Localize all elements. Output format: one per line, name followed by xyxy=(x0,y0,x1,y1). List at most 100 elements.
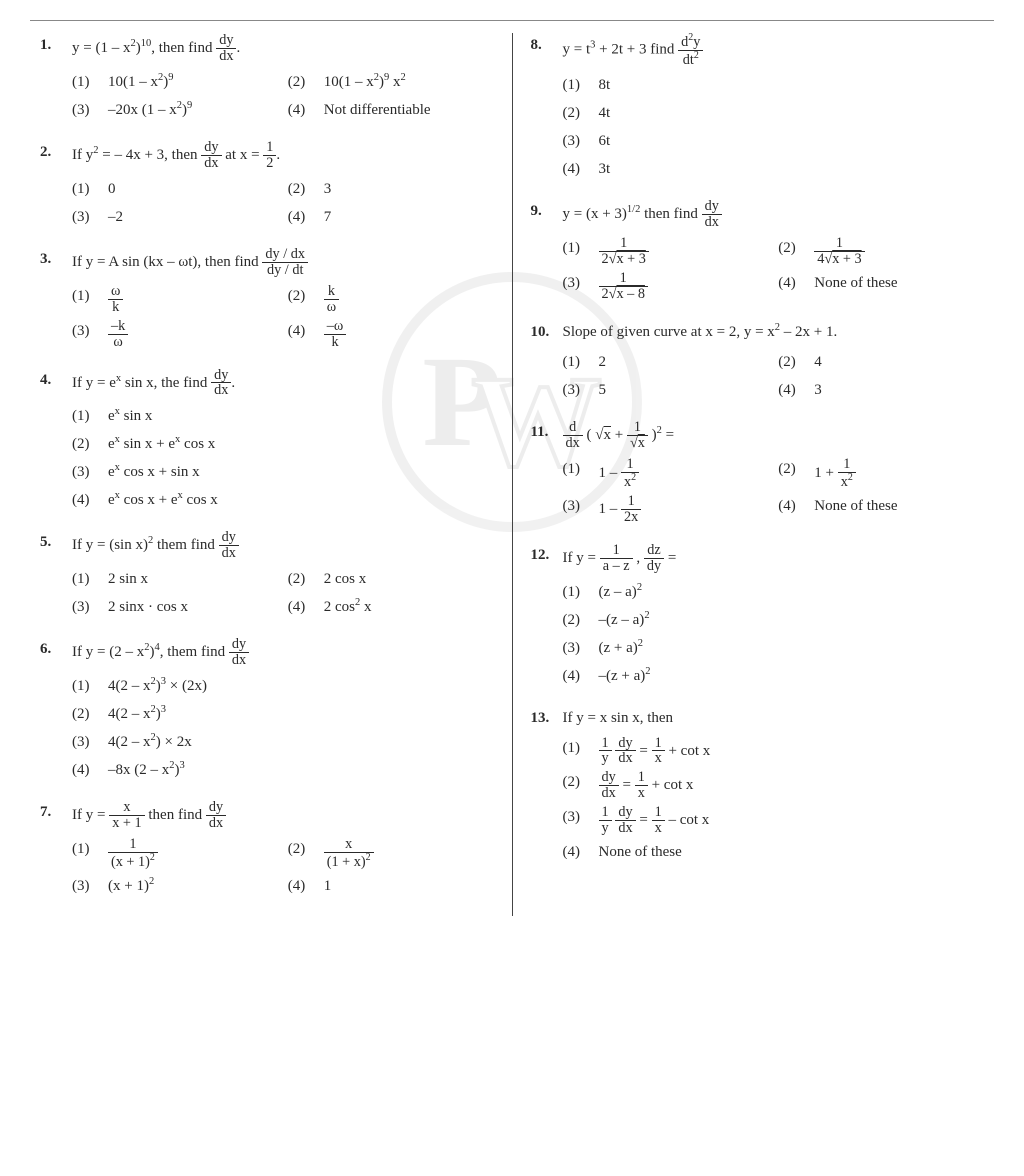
question: 3.If y = A sin (kx – ωt), then find dy /… xyxy=(40,247,494,350)
options: (1)0(2)3(3)–2(4)7 xyxy=(72,177,494,229)
option-value: 5 xyxy=(599,378,769,402)
question-body: If y = ex sin x, the find dydx.(1)ex sin… xyxy=(72,368,494,513)
option-label: (3) xyxy=(72,319,108,350)
option-label: (2) xyxy=(778,457,814,490)
option: (4)ex cos x + ex cos x xyxy=(72,488,494,512)
option-label: (3) xyxy=(563,271,599,302)
option-label: (2) xyxy=(563,101,599,125)
left-column: 1.y = (1 – x2)10, then find dydx.(1)10(1… xyxy=(30,33,513,916)
option: (1)1(x + 1)2 xyxy=(72,837,278,870)
option-value: 8t xyxy=(599,73,985,97)
option: (3)ex cos x + sin x xyxy=(72,460,494,484)
option-label: (4) xyxy=(288,874,324,898)
option-label: (2) xyxy=(288,567,324,591)
options: (1)1y dydx = 1x + cot x(2)dydx = 1x + co… xyxy=(563,736,985,865)
option-value: 2 cos x xyxy=(324,567,494,591)
option-value: –8x (2 – x2)3 xyxy=(108,758,494,782)
option-label: (1) xyxy=(72,837,108,870)
question-body: If y = x sin x, then(1)1y dydx = 1x + co… xyxy=(563,706,985,865)
option: (1)0 xyxy=(72,177,278,201)
option-value: –ωk xyxy=(324,319,494,350)
option-label: (2) xyxy=(72,432,108,456)
option-label: (1) xyxy=(72,567,108,591)
option-label: (1) xyxy=(72,284,108,315)
question-stem: If y = 1a – z , dzdy = xyxy=(563,543,985,574)
option-label: (4) xyxy=(288,98,324,122)
option: (3)6t xyxy=(563,129,985,153)
question-stem: Slope of given curve at x = 2, y = x2 – … xyxy=(563,320,985,344)
option-label: (4) xyxy=(288,319,324,350)
option: (3)2 sinx · cos x xyxy=(72,595,278,619)
option: (3)–kω xyxy=(72,319,278,350)
option-value: –(z + a)2 xyxy=(599,664,985,688)
option-value: 3t xyxy=(599,157,985,181)
option: (4)None of these xyxy=(563,840,985,864)
option: (4)Not differentiable xyxy=(288,98,494,122)
question: 5.If y = (sin x)2 them find dydx(1)2 sin… xyxy=(40,530,494,619)
question-body: ddx ( √x + 1√x )2 =(1)1 – 1x2(2)1 + 1x2(… xyxy=(563,420,985,524)
question-number: 7. xyxy=(40,800,72,898)
option-label: (1) xyxy=(72,177,108,201)
question-number: 6. xyxy=(40,637,72,782)
option-label: (2) xyxy=(778,350,814,374)
option: (1)ωk xyxy=(72,284,278,315)
option-value: 4t xyxy=(599,101,985,125)
question-body: If y = xx + 1 then find dydx (1)1(x + 1)2… xyxy=(72,800,494,898)
question-number: 11. xyxy=(531,420,563,524)
option-value: 2 cos2 x xyxy=(324,595,494,619)
option: (2)–(z – a)2 xyxy=(563,608,985,632)
options: (1)1(x + 1)2(2)x(1 + x)2(3)(x + 1)2(4)1 xyxy=(72,837,494,898)
option: (4)3 xyxy=(778,378,984,402)
option-value: 1(x + 1)2 xyxy=(108,837,278,870)
option-value: 0 xyxy=(108,177,278,201)
option: (4)–8x (2 – x2)3 xyxy=(72,758,494,782)
option-label: (3) xyxy=(563,378,599,402)
option-label: (4) xyxy=(288,595,324,619)
option-label: (1) xyxy=(563,580,599,604)
options: (1)ex sin x(2)ex sin x + ex cos x(3)ex c… xyxy=(72,404,494,512)
option-label: (3) xyxy=(563,805,599,836)
content-columns: 1.y = (1 – x2)10, then find dydx.(1)10(1… xyxy=(30,33,994,916)
option-label: (4) xyxy=(72,488,108,512)
option-value: –20x (1 – x2)9 xyxy=(108,98,278,122)
option: (4)3t xyxy=(563,157,985,181)
option-value: 4(2 – x2) × 2x xyxy=(108,730,494,754)
option-value: 3 xyxy=(814,378,984,402)
question-stem: If y = xx + 1 then find dydx xyxy=(72,800,494,831)
option-value: (z + a)2 xyxy=(599,636,985,660)
option-label: (4) xyxy=(72,758,108,782)
option: (3)1y dydx = 1x – cot x xyxy=(563,805,985,836)
option-label: (2) xyxy=(288,70,324,94)
option: (2)14√x + 3 xyxy=(778,236,984,267)
option-value: dydx = 1x + cot x xyxy=(599,770,985,801)
option-value: None of these xyxy=(599,840,985,864)
question-stem: ddx ( √x + 1√x )2 = xyxy=(563,420,985,451)
option-value: 4(2 – x2)3 xyxy=(108,702,494,726)
options: (1)(z – a)2(2)–(z – a)2(3)(z + a)2(4)–(z… xyxy=(563,580,985,688)
option-value: 1 + 1x2 xyxy=(814,457,984,490)
top-divider xyxy=(30,20,994,21)
option-label: (4) xyxy=(778,378,814,402)
option-label: (4) xyxy=(778,271,814,302)
options: (1)4(2 – x2)3 × (2x)(2)4(2 – x2)3(3)4(2 … xyxy=(72,674,494,782)
option: (4)None of these xyxy=(778,271,984,302)
option-label: (1) xyxy=(72,70,108,94)
options: (1)2(2)4(3)5(4)3 xyxy=(563,350,985,402)
question-number: 8. xyxy=(531,33,563,181)
option-value: 2 sin x xyxy=(108,567,278,591)
question-body: If y = A sin (kx – ωt), then find dy / d… xyxy=(72,247,494,350)
option-value: 4 xyxy=(814,350,984,374)
option: (3)5 xyxy=(563,378,769,402)
option-label: (3) xyxy=(72,460,108,484)
option-label: (1) xyxy=(72,674,108,698)
option-label: (2) xyxy=(563,770,599,801)
option: (3)(x + 1)2 xyxy=(72,874,278,898)
option: (2)ex sin x + ex cos x xyxy=(72,432,494,456)
question: 9.y = (x + 3)1/2 then find dydx(1)12√x +… xyxy=(531,199,985,302)
question-stem: y = t3 + 2t + 3 find d2ydt2 xyxy=(563,33,985,67)
option: (2)1 + 1x2 xyxy=(778,457,984,490)
option-value: 12√x – 8 xyxy=(599,271,769,302)
option-value: ex cos x + sin x xyxy=(108,460,494,484)
option-value: None of these xyxy=(814,494,984,525)
question-stem: If y = (sin x)2 them find dydx xyxy=(72,530,494,561)
